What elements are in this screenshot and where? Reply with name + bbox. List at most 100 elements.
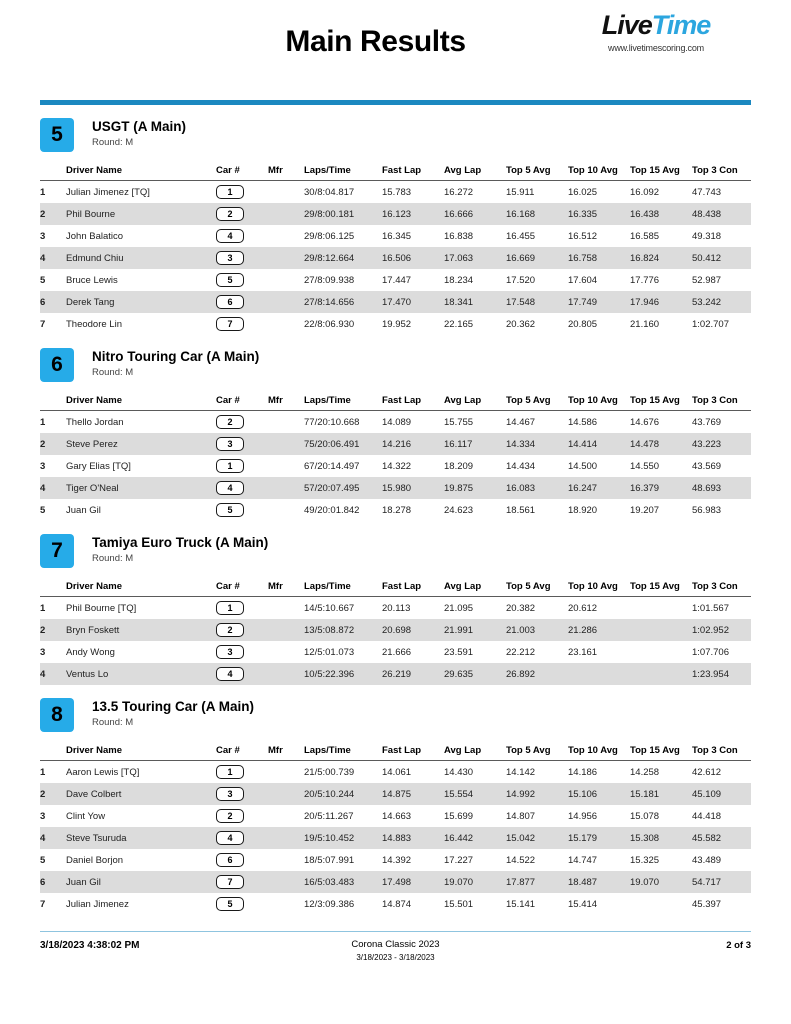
section-number-badge: 7 — [40, 534, 74, 568]
table-row: 6 Juan Gil 7 16/5:03.483 17.498 19.070 17.877 1… — [40, 871, 751, 893]
value-cell: 14.216 — [382, 433, 444, 455]
value-cell: 16/5:03.483 — [304, 871, 382, 893]
table-row: 2 Dave Colbert 3 20/5:10.244 14.875 15.554 14.… — [40, 783, 751, 805]
column-header: Laps/Time — [304, 162, 382, 181]
value-cell: 16.758 — [568, 247, 630, 269]
value-cell: 22/8:06.930 — [304, 318, 355, 330]
car-number-badge: 7 — [216, 317, 244, 331]
value-cell: 12/5:01.073 — [304, 646, 355, 658]
table-row: 4 Steve Tsuruda 4 19/5:10.452 14.883 16.442 15… — [40, 827, 751, 849]
value-cell: 30/8:04.817 — [304, 186, 355, 198]
value-cell: 13/5:08.872 — [304, 619, 382, 641]
driver-name-cell: Julian Jimenez [TQ] — [66, 186, 150, 198]
value-cell: 45.582 — [692, 827, 751, 849]
value-cell: 15.783 — [382, 186, 412, 198]
value-cell: 49.318 — [692, 230, 722, 242]
value-cell: 20.612 — [568, 602, 598, 614]
value-cell: 10/5:22.396 — [304, 663, 382, 685]
column-header: Laps/Time — [304, 742, 382, 761]
value-cell: 21/5:00.739 — [304, 766, 355, 778]
value-cell: 17.447 — [382, 274, 412, 286]
value-cell — [268, 893, 304, 915]
car-number-cell: 1 — [216, 761, 268, 784]
car-number-badge: 4 — [216, 667, 244, 681]
value-cell — [630, 663, 692, 685]
section-number-badge: 6 — [40, 348, 74, 382]
table-row: 5 Juan Gil 5 49/20:01.842 18.278 24.623 18.561… — [40, 499, 751, 521]
driver-name-cell: Gary Elias [TQ] — [66, 460, 131, 472]
column-header: Mfr — [268, 578, 304, 597]
column-header: Top 15 Avg — [630, 742, 692, 761]
value-cell — [568, 663, 630, 685]
column-header: Top 3 Con — [692, 392, 751, 411]
value-cell: 45.397 — [692, 898, 722, 910]
value-cell: 18.341 — [444, 291, 506, 313]
value-cell: 17.063 — [444, 247, 506, 269]
value-cell: 21.095 — [444, 602, 474, 614]
driver-name-cell: Phil Bourne — [66, 203, 216, 225]
value-cell — [268, 455, 304, 477]
value-cell: 14.392 — [382, 854, 412, 866]
driver-name-cell: Edmund Chiu — [66, 247, 216, 269]
car-number-cell: 1 — [216, 597, 268, 620]
value-cell: 14.478 — [630, 433, 692, 455]
value-cell: 15.755 — [444, 416, 474, 428]
table-row: 4 Tiger O'Neal 4 57/20:07.495 15.980 19.875 16… — [40, 477, 751, 499]
value-cell: 20.698 — [382, 619, 444, 641]
table-row: 2 Phil Bourne 2 29/8:00.181 16.123 16.666 16.1… — [40, 203, 751, 225]
value-cell: 27/8:09.938 — [304, 274, 355, 286]
value-cell: 19.070 — [630, 871, 692, 893]
table-header-row: Driver Name Car # Mfr Laps/Time Fast Lap Avg … — [40, 578, 751, 597]
car-number-badge: 3 — [216, 251, 244, 265]
race-section: 5 USGT (A Main) Round: M Driver Name Car # Mf… — [40, 118, 751, 335]
car-number-badge: 1 — [216, 185, 244, 199]
value-cell — [630, 893, 692, 915]
position-cell: 5 — [40, 504, 46, 516]
value-cell: 1:23.954 — [692, 663, 751, 685]
value-cell — [268, 849, 304, 871]
footer-timestamp: 3/18/2023 4:38:02 PM — [40, 940, 140, 951]
value-cell — [268, 641, 304, 663]
table-row: 7 Julian Jimenez 5 12/3:09.386 14.874 15.501 1… — [40, 893, 751, 915]
value-cell: 14.142 — [506, 766, 536, 778]
value-cell: 57/20:07.495 — [304, 477, 382, 499]
column-header — [40, 392, 66, 411]
value-cell: 29.635 — [444, 663, 506, 685]
position-cell: 3 — [40, 460, 46, 472]
table-header-row: Driver Name Car # Mfr Laps/Time Fast Lap Avg … — [40, 392, 751, 411]
value-cell: 14.586 — [568, 416, 598, 428]
car-number-badge: 6 — [216, 295, 244, 309]
column-header: Driver Name — [66, 578, 216, 597]
footer-divider — [40, 930, 751, 932]
value-cell: 16.824 — [630, 247, 692, 269]
driver-name-cell: Julian Jimenez — [66, 898, 129, 910]
value-cell — [268, 433, 304, 455]
value-cell — [268, 783, 304, 805]
value-cell: 24.623 — [444, 504, 474, 516]
section-header: 7 Tamiya Euro Truck (A Main) Round: M — [40, 534, 751, 574]
value-cell: 45.109 — [692, 783, 751, 805]
car-number-badge: 3 — [216, 787, 244, 801]
driver-name-cell: Thello Jordan — [66, 416, 124, 428]
value-cell: 16.025 — [568, 186, 598, 198]
value-cell: 17.776 — [630, 274, 660, 286]
value-cell: 14.875 — [382, 783, 444, 805]
value-cell: 42.612 — [692, 766, 722, 778]
value-cell: 14.522 — [506, 854, 536, 866]
column-header — [40, 162, 66, 181]
car-number-badge: 2 — [216, 623, 244, 637]
value-cell: 18.920 — [568, 504, 598, 516]
brand-live-text: Live — [601, 10, 653, 41]
position-cell: 4 — [40, 827, 66, 849]
value-cell: 14.061 — [382, 766, 412, 778]
value-cell: 15.042 — [506, 827, 568, 849]
value-cell: 1:02.707 — [692, 318, 729, 330]
column-header: Top 15 Avg — [630, 392, 692, 411]
value-cell — [268, 619, 304, 641]
race-section: 6 Nitro Touring Car (A Main) Round: M Drive… — [40, 348, 751, 521]
driver-name-cell: Aaron Lewis [TQ] — [66, 766, 140, 778]
value-cell: 20/5:11.267 — [304, 810, 354, 822]
driver-name-cell: Clint Yow — [66, 810, 106, 822]
value-cell — [268, 313, 304, 335]
section-header: 6 Nitro Touring Car (A Main) Round: M — [40, 348, 751, 388]
